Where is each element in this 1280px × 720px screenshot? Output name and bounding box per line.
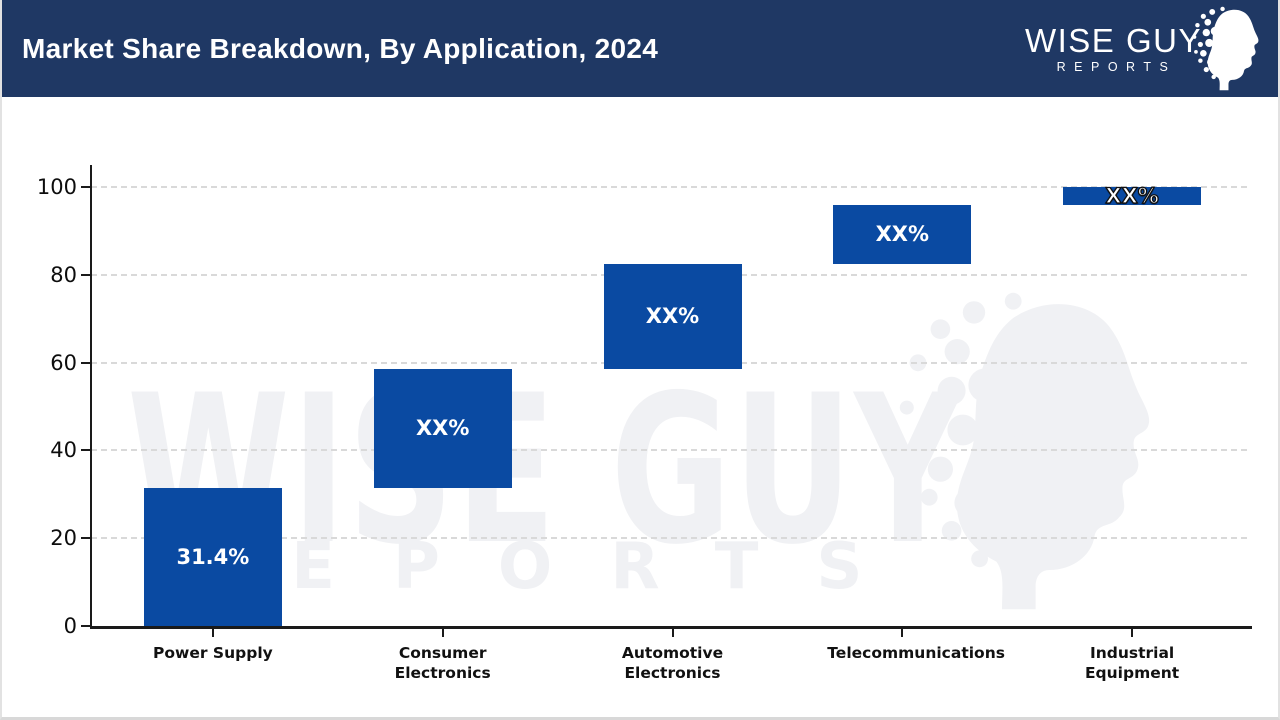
bar-value-label: XX% [1105,183,1160,208]
y-tick-mark [81,361,90,364]
category-label: Telecommunications [827,644,1005,662]
watermark-subtext: REPORTS [184,530,921,604]
x-tick-mark [1131,629,1134,637]
logo-wordmark: WISE GUY REPORTS [1024,21,1202,74]
y-tick-label: 40 [50,438,77,463]
gridline [91,449,1248,452]
chart-canvas: WISE GUY REPORTS 0 20 40 60 80 100 31.4% Power … [2,97,1278,717]
logo-wordmark-text: WISE GUY [1024,21,1202,59]
x-tick-mark [441,629,444,637]
logo-subtext: REPORTS [1056,59,1177,74]
y-tick-mark [81,625,90,627]
bar-segment [143,488,282,626]
x-tick-mark [211,629,214,637]
y-tick-mark [81,185,90,188]
wiseguy-logo: WISE GUY REPORTS [1025,6,1264,91]
gridline [91,185,1248,188]
y-tick-label: 80 [50,262,77,287]
y-tick-mark [81,273,90,276]
bar-segment [833,204,972,265]
y-tick-label: 20 [50,526,77,551]
gridline [91,537,1248,540]
chart-title: Market Share Breakdown, By Application, … [22,32,659,64]
y-axis-line [90,165,92,627]
bar-segment [373,368,512,489]
category-label: Consumer Electronics [394,644,491,682]
category-label: Power Supply [153,644,273,662]
header-bar: Market Share Breakdown, By Application, … [2,0,1278,97]
wiseguy-face-icon [1190,6,1264,91]
bar-value-label: 31.4% [176,545,250,570]
plot-area: 0 20 40 60 80 100 31.4% Power Supply XX% Consumer… [37,165,1248,682]
bar-value-label: XX% [415,416,470,441]
y-tick-label: 100 [36,174,77,199]
y-tick-label: 60 [50,350,77,375]
bar-segment [1063,186,1202,205]
category-label: Industrial Equipment [1084,644,1180,682]
bar-value-label: XX% [875,222,930,247]
bar-value-label: XX% [645,304,700,329]
category-label: Automotive Electronics [621,644,724,682]
x-axis-line [90,626,1252,629]
y-tick-label: 0 [63,614,77,638]
x-tick-mark [901,629,904,637]
y-tick-mark [81,449,90,452]
x-tick-mark [671,629,674,637]
y-tick-mark [81,537,90,540]
bar-segment [603,264,742,369]
